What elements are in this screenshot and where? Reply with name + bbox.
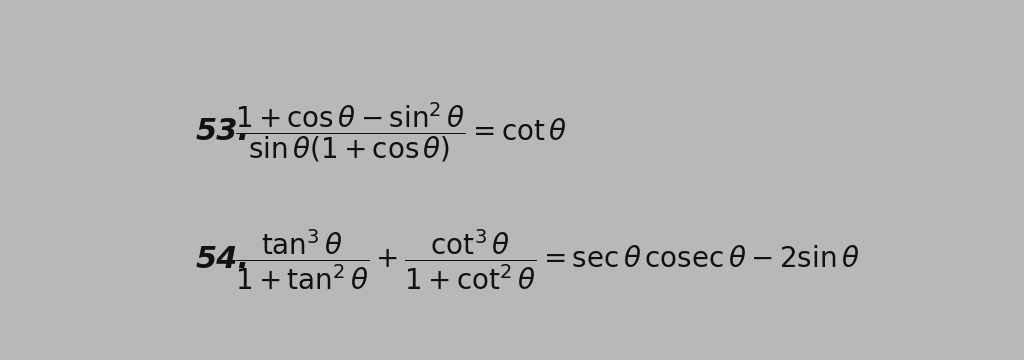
Text: 53.: 53.	[196, 117, 250, 147]
Text: $\dfrac{\tan^3\theta}{1 + \tan^2\theta} + \dfrac{\cot^3\theta}{1 + \cot^2\theta}: $\dfrac{\tan^3\theta}{1 + \tan^2\theta} …	[236, 227, 860, 292]
Text: $\dfrac{1 + \cos\theta - \sin^2\theta}{\sin\theta(1 + \cos\theta)} = \cot\theta$: $\dfrac{1 + \cos\theta - \sin^2\theta}{\…	[236, 100, 567, 164]
Text: 54.: 54.	[196, 245, 250, 274]
